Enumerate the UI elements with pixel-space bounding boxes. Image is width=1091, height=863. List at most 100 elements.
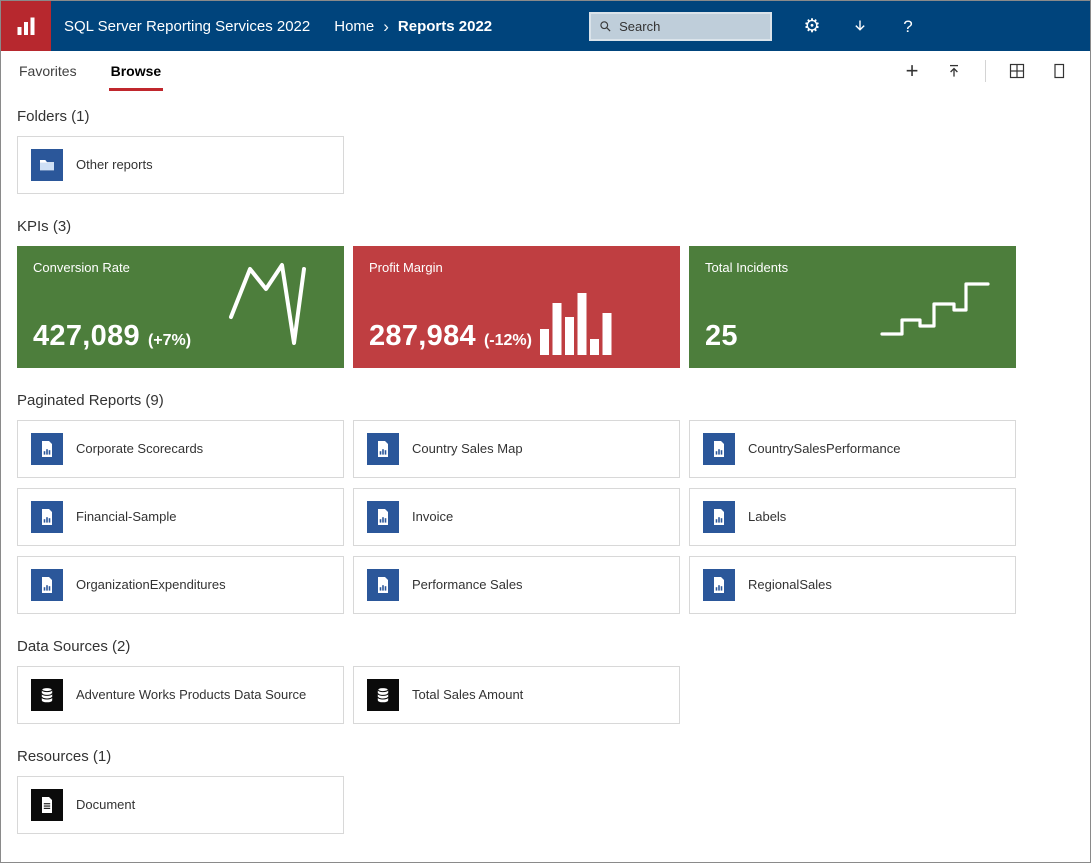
section-data-sources: Data Sources (2) Adventure Works Product… xyxy=(17,638,1074,724)
settings-button[interactable]: ⚙ xyxy=(788,1,836,51)
browse-content: Folders (1) Other reports KPIs (3) Conve… xyxy=(1,108,1090,834)
kpi-label: Conversion Rate xyxy=(33,260,130,275)
section-title-data-sources: Data Sources (2) xyxy=(17,638,131,655)
resource-card-document[interactable]: Document xyxy=(17,776,344,834)
line-chart-icon xyxy=(229,263,306,345)
app-title: SQL Server Reporting Services 2022 xyxy=(64,17,311,35)
folder-card-other-reports[interactable]: Other reports xyxy=(17,136,344,194)
report-card-regionalsales[interactable]: RegionalSales xyxy=(689,556,1016,614)
section-title-resources: Resources (1) xyxy=(17,748,112,765)
tiles-view-icon xyxy=(1009,63,1025,79)
plus-icon: + xyxy=(905,58,919,83)
kpi-tile-profit-margin[interactable]: Profit Margin 287,984 (-12%) xyxy=(353,246,680,368)
help-button[interactable]: ? xyxy=(884,1,932,51)
report-card-label: Corporate Scorecards xyxy=(76,440,204,456)
report-icon xyxy=(367,569,399,601)
kpi-value: 25 xyxy=(705,320,738,352)
gear-icon: ⚙ xyxy=(803,15,821,37)
tiles-view-button[interactable] xyxy=(1000,55,1034,87)
tabs: Favorites Browse xyxy=(17,51,164,91)
section-folders: Folders (1) Other reports xyxy=(17,108,1074,194)
new-button[interactable]: + xyxy=(895,55,929,87)
search-box[interactable] xyxy=(589,11,772,41)
section-resources: Resources (1) Document xyxy=(17,748,1074,834)
kpi-tile-total-incidents[interactable]: Total Incidents 25 xyxy=(689,246,1016,368)
kpi-values: 25 xyxy=(705,320,746,353)
datasource-card-total-sales-amount[interactable]: Total Sales Amount xyxy=(353,666,680,724)
tab-browse[interactable]: Browse xyxy=(108,51,164,91)
section-title-folders: Folders (1) xyxy=(17,108,90,125)
report-icon xyxy=(703,569,735,601)
upload-button[interactable] xyxy=(937,55,971,87)
report-icon xyxy=(367,433,399,465)
report-card-labels[interactable]: Labels xyxy=(689,488,1016,546)
report-card-label: Labels xyxy=(748,508,787,524)
folder-card-label: Other reports xyxy=(76,156,153,172)
report-card-label: RegionalSales xyxy=(748,576,832,592)
datasource-card-label: Adventure Works Products Data Source xyxy=(76,686,307,702)
kpi-value: 427,089 xyxy=(33,320,140,352)
report-icon xyxy=(31,501,63,533)
report-card-country-sales-map[interactable]: Country Sales Map xyxy=(353,420,680,478)
report-icon xyxy=(31,433,63,465)
topbar-actions: ⚙ ? xyxy=(788,1,932,51)
report-card-label: OrganizationExpenditures xyxy=(76,576,226,592)
kpi-tile-conversion-rate[interactable]: Conversion Rate 427,089 (+7%) xyxy=(17,246,344,368)
app-logo[interactable] xyxy=(1,1,51,51)
section-title-paginated-reports: Paginated Reports (9) xyxy=(17,392,164,409)
tab-favorites[interactable]: Favorites xyxy=(19,62,77,79)
kpi-values: 287,984 (-12%) xyxy=(369,320,532,353)
datasource-card-adventure-works[interactable]: Adventure Works Products Data Source xyxy=(17,666,344,724)
kpi-delta: (+7%) xyxy=(147,332,192,349)
toolbar-divider xyxy=(985,60,986,82)
breadcrumb-home[interactable]: Home xyxy=(334,17,375,35)
report-card-label: Performance Sales xyxy=(412,576,523,592)
view-toolbar: + xyxy=(895,55,1076,87)
report-card-countrysalesperformance[interactable]: CountrySalesPerformance xyxy=(689,420,1016,478)
folder-icon xyxy=(31,149,63,181)
document-icon xyxy=(31,789,63,821)
upload-icon xyxy=(946,63,962,79)
section-title-kpis: KPIs (3) xyxy=(17,218,72,235)
report-card-financial-sample[interactable]: Financial-Sample xyxy=(17,488,344,546)
report-card-performance-sales[interactable]: Performance Sales xyxy=(353,556,680,614)
breadcrumb-current[interactable]: Reports 2022 xyxy=(397,17,493,35)
resource-card-label: Document xyxy=(76,796,136,812)
kpi-delta: (-12%) xyxy=(483,332,532,349)
chevron-right-icon: › xyxy=(383,17,389,36)
list-view-button[interactable] xyxy=(1042,55,1076,87)
section-kpis: KPIs (3) Conversion Rate 427,089 (+7%) P… xyxy=(17,218,1074,368)
tabs-bar: Favorites Browse + xyxy=(1,51,1090,91)
bar-chart-icon xyxy=(540,293,612,355)
report-icon xyxy=(31,569,63,601)
report-card-organizationexpenditures[interactable]: OrganizationExpenditures xyxy=(17,556,344,614)
kpi-value: 287,984 xyxy=(369,320,476,352)
report-card-label: Country Sales Map xyxy=(412,440,523,456)
step-chart-icon xyxy=(880,282,990,336)
kpi-label: Total Incidents xyxy=(705,260,789,275)
help-icon: ? xyxy=(903,16,913,36)
report-card-corporate-scorecards[interactable]: Corporate Scorecards xyxy=(17,420,344,478)
download-icon xyxy=(852,18,868,34)
section-paginated-reports: Paginated Reports (9) Corporate Scorecar… xyxy=(17,392,1074,614)
logo-chart-icon xyxy=(14,14,38,38)
download-button[interactable] xyxy=(836,1,884,51)
breadcrumb: Home › Reports 2022 xyxy=(334,17,493,36)
kpi-label: Profit Margin xyxy=(369,260,443,275)
search-icon xyxy=(599,19,612,34)
top-bar: SQL Server Reporting Services 2022 Home … xyxy=(1,1,1090,51)
datasource-card-label: Total Sales Amount xyxy=(412,686,524,702)
report-card-label: Financial-Sample xyxy=(76,508,177,524)
database-icon xyxy=(31,679,63,711)
kpi-values: 427,089 (+7%) xyxy=(33,320,191,353)
report-card-label: CountrySalesPerformance xyxy=(748,440,901,456)
report-card-label: Invoice xyxy=(412,508,454,524)
report-icon xyxy=(703,433,735,465)
report-icon xyxy=(367,501,399,533)
database-icon xyxy=(367,679,399,711)
report-card-invoice[interactable]: Invoice xyxy=(353,488,680,546)
search-input[interactable] xyxy=(619,18,762,34)
list-view-icon xyxy=(1051,63,1067,79)
report-icon xyxy=(703,501,735,533)
